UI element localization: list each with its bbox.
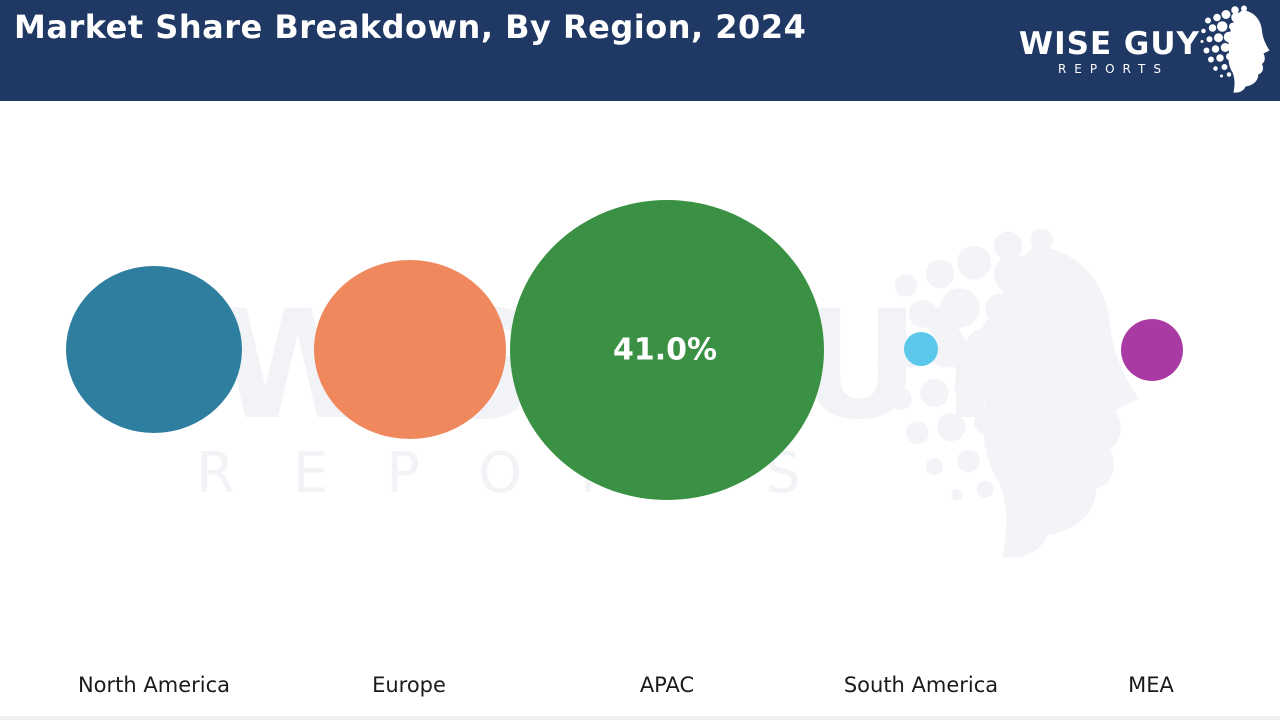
watermark-head-icon bbox=[838, 223, 1178, 563]
brand-name-text: WISE GUY bbox=[1018, 25, 1200, 62]
brand-wordmark: WISE GUY REPORTS bbox=[1019, 28, 1200, 77]
brand-logo: WISE GUY REPORTS bbox=[1019, 4, 1276, 94]
bubble-europe bbox=[314, 260, 506, 439]
bubble-north-america bbox=[66, 266, 242, 433]
chart-bottom-border bbox=[0, 716, 1280, 720]
bubble-apac bbox=[510, 200, 824, 500]
region-label-north-america: North America bbox=[77, 673, 231, 697]
bubble-south-america bbox=[904, 332, 938, 366]
bubble-mea bbox=[1121, 319, 1183, 381]
region-label-south-america: South America bbox=[843, 673, 999, 697]
brand-subtitle-text: REPORTS bbox=[1057, 62, 1169, 77]
region-label-europe: Europe bbox=[372, 673, 446, 697]
page-title: Market Share Breakdown, By Region, 2024 bbox=[14, 8, 807, 46]
apac-share-data-label: 41.0% bbox=[612, 332, 718, 368]
region-label-mea: MEA bbox=[1128, 673, 1174, 697]
bubble-chart-area: WISE GUY REPORTS 41.0% North America Eur… bbox=[0, 101, 1280, 720]
dotted-head-profile-icon bbox=[1194, 4, 1276, 94]
region-label-apac: APAC bbox=[639, 673, 695, 697]
header-bar: Market Share Breakdown, By Region, 2024 … bbox=[0, 0, 1280, 101]
